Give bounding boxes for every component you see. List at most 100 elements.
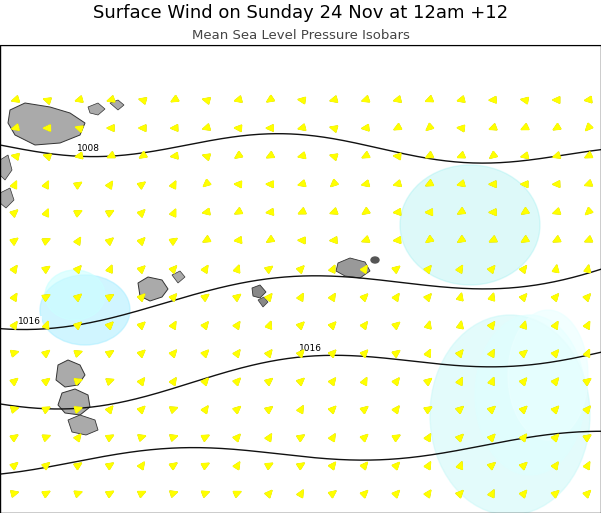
FancyArrow shape <box>11 350 19 357</box>
FancyArrow shape <box>424 349 430 358</box>
FancyArrow shape <box>362 151 370 158</box>
FancyArrow shape <box>75 407 82 413</box>
FancyArrow shape <box>426 95 433 102</box>
FancyArrow shape <box>10 463 18 470</box>
FancyArrow shape <box>392 490 400 498</box>
FancyArrow shape <box>75 379 82 385</box>
FancyArrow shape <box>424 407 432 413</box>
FancyArrow shape <box>329 406 336 413</box>
FancyArrow shape <box>42 209 49 217</box>
FancyArrow shape <box>297 322 304 329</box>
FancyArrow shape <box>330 237 337 243</box>
FancyArrow shape <box>551 490 559 498</box>
FancyArrow shape <box>394 237 401 243</box>
Ellipse shape <box>45 270 105 320</box>
FancyArrow shape <box>552 265 559 272</box>
Text: 1008: 1008 <box>76 144 100 153</box>
FancyArrow shape <box>233 434 240 442</box>
FancyArrow shape <box>234 208 243 214</box>
Ellipse shape <box>430 315 590 513</box>
FancyArrow shape <box>74 182 82 189</box>
FancyArrow shape <box>360 350 368 358</box>
FancyArrow shape <box>106 435 114 442</box>
FancyArrow shape <box>201 463 209 469</box>
FancyArrow shape <box>521 124 529 130</box>
FancyArrow shape <box>329 293 335 301</box>
FancyArrow shape <box>553 236 561 242</box>
FancyArrow shape <box>171 125 178 131</box>
FancyArrow shape <box>583 294 590 301</box>
FancyArrow shape <box>584 349 590 357</box>
FancyArrow shape <box>553 124 561 130</box>
FancyArrow shape <box>233 406 240 413</box>
Polygon shape <box>56 360 85 387</box>
FancyArrow shape <box>138 182 145 189</box>
FancyArrow shape <box>42 266 50 273</box>
FancyArrow shape <box>106 322 113 329</box>
FancyArrow shape <box>201 350 209 358</box>
FancyArrow shape <box>583 435 591 442</box>
FancyArrow shape <box>11 124 19 130</box>
FancyArrow shape <box>11 491 19 497</box>
Text: 1016: 1016 <box>18 317 41 326</box>
FancyArrow shape <box>489 96 496 103</box>
FancyArrow shape <box>457 180 465 186</box>
FancyArrow shape <box>394 124 401 130</box>
FancyArrow shape <box>551 462 558 470</box>
FancyArrow shape <box>424 294 431 301</box>
FancyArrow shape <box>266 209 273 215</box>
FancyArrow shape <box>74 211 82 217</box>
FancyArrow shape <box>552 97 560 103</box>
FancyArrow shape <box>74 266 81 273</box>
FancyArrow shape <box>394 96 401 102</box>
FancyArrow shape <box>266 151 275 158</box>
FancyArrow shape <box>233 462 240 470</box>
FancyArrow shape <box>107 96 115 102</box>
FancyArrow shape <box>520 321 526 329</box>
FancyArrow shape <box>171 95 179 102</box>
FancyArrow shape <box>106 238 113 245</box>
Ellipse shape <box>400 165 540 285</box>
FancyArrow shape <box>265 321 272 329</box>
FancyArrow shape <box>487 406 495 413</box>
FancyArrow shape <box>75 96 83 102</box>
FancyArrow shape <box>521 97 528 104</box>
FancyArrow shape <box>201 294 209 301</box>
FancyArrow shape <box>169 209 175 217</box>
FancyArrow shape <box>171 152 178 159</box>
FancyArrow shape <box>11 407 19 413</box>
FancyArrow shape <box>235 151 243 158</box>
FancyArrow shape <box>138 322 145 329</box>
FancyArrow shape <box>519 350 527 358</box>
FancyArrow shape <box>233 322 240 329</box>
FancyArrow shape <box>584 322 590 329</box>
FancyArrow shape <box>488 349 494 358</box>
FancyArrow shape <box>331 180 338 187</box>
FancyArrow shape <box>487 322 495 329</box>
FancyArrow shape <box>74 238 81 245</box>
FancyArrow shape <box>585 180 593 186</box>
FancyArrow shape <box>424 379 432 386</box>
FancyArrow shape <box>426 123 434 130</box>
FancyArrow shape <box>392 406 399 413</box>
FancyArrow shape <box>519 378 526 386</box>
FancyArrow shape <box>456 406 463 413</box>
FancyArrow shape <box>138 491 145 498</box>
Polygon shape <box>58 389 90 415</box>
FancyArrow shape <box>456 435 463 442</box>
FancyArrow shape <box>10 265 17 273</box>
FancyArrow shape <box>233 491 241 498</box>
FancyArrow shape <box>456 462 462 469</box>
FancyArrow shape <box>585 123 593 131</box>
FancyArrow shape <box>394 153 401 160</box>
FancyArrow shape <box>169 350 177 358</box>
FancyArrow shape <box>297 490 304 498</box>
FancyArrow shape <box>42 239 50 245</box>
FancyArrow shape <box>490 151 498 159</box>
FancyArrow shape <box>552 181 560 187</box>
FancyArrow shape <box>392 293 399 301</box>
Ellipse shape <box>508 310 588 440</box>
FancyArrow shape <box>234 265 240 273</box>
FancyArrow shape <box>520 181 528 188</box>
FancyArrow shape <box>169 322 176 329</box>
